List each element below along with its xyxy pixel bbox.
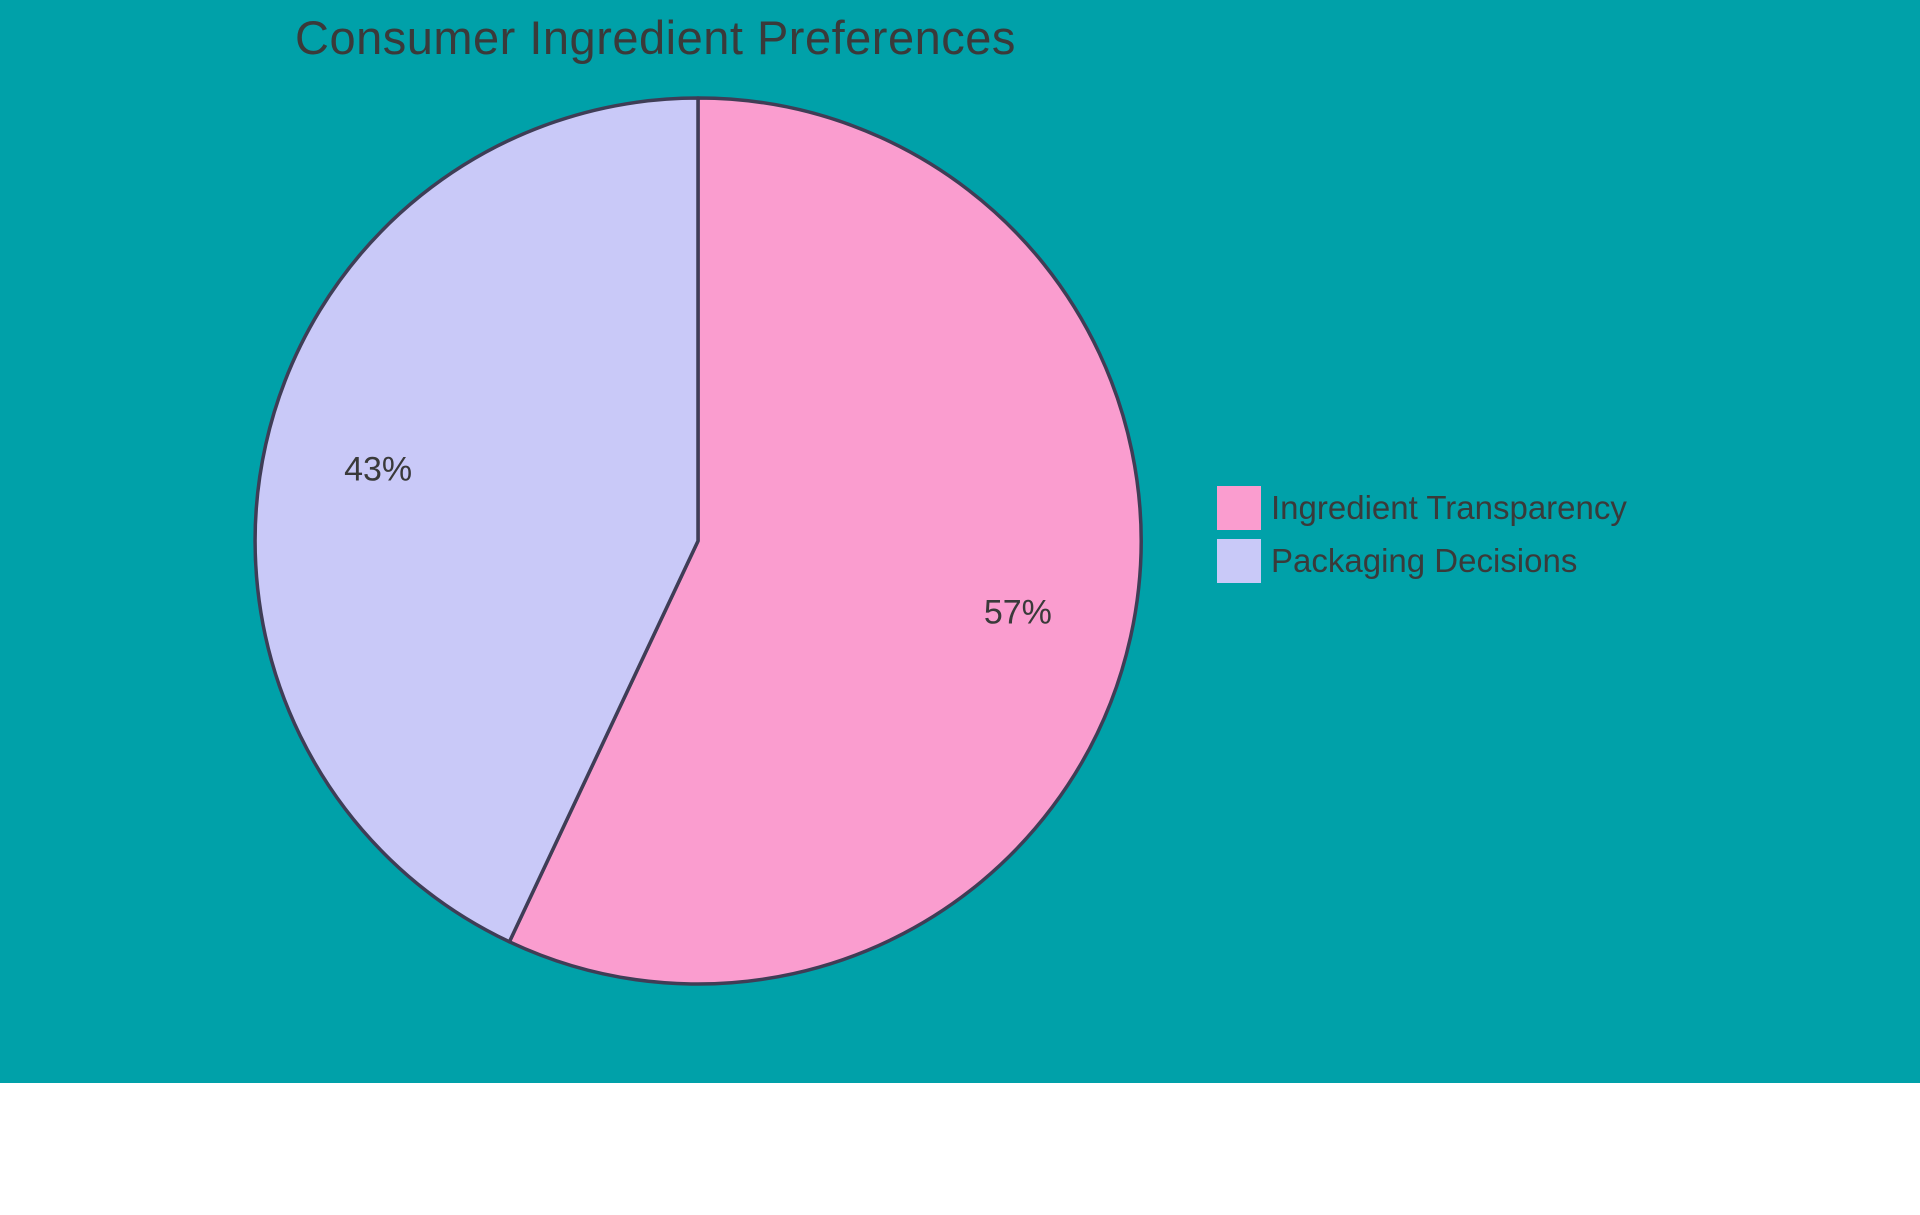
legend-item-ingredient-transparency: Ingredient Transparency [1217, 486, 1627, 530]
chart-title: Consumer Ingredient Preferences [295, 11, 1016, 64]
pie-slice-1 [253, 96, 700, 944]
page-whitespace [0, 1083, 1920, 1215]
pie-chart: 57% 43% [253, 96, 1143, 986]
legend-item-packaging-decisions: Packaging Decisions [1217, 539, 1627, 583]
legend-swatch-icon [1217, 539, 1261, 583]
pie-slice-0 [507, 96, 1143, 986]
legend-label: Packaging Decisions [1271, 542, 1578, 579]
chart-background: Consumer Ingredient Preferences 57% 43% I… [0, 0, 1920, 1083]
pie-slice-value-label: 43% [344, 451, 412, 489]
legend-swatch-icon [1217, 486, 1261, 530]
legend-label: Ingredient Transparency [1271, 489, 1627, 526]
pie-slice-value-label: 57% [984, 594, 1052, 632]
chart-legend: Ingredient Transparency Packaging Decisi… [1217, 486, 1627, 583]
